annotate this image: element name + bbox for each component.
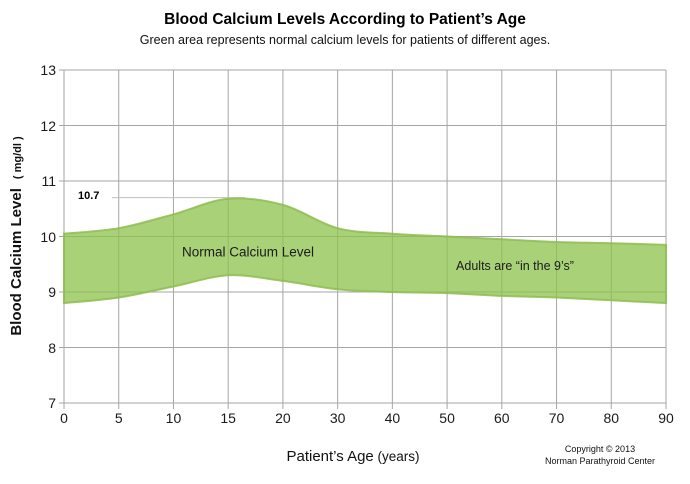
y-tick-label: 13 — [40, 62, 56, 78]
x-tick-label: 90 — [658, 410, 674, 426]
copyright-line2: Norman Parathyroid Center — [544, 456, 656, 466]
x-axis-title-unit: (years) — [373, 449, 420, 464]
chart-title: Blood Calcium Levels According to Patien… — [164, 11, 526, 28]
normal-calcium-annotation: Normal Calcium Level — [181, 244, 315, 260]
x-tick-label: 20 — [275, 410, 291, 426]
chart-subtitle: Green area represents normal calcium lev… — [139, 33, 551, 47]
normal-range-band — [63, 197, 667, 305]
copyright-line1: Copyright © 2013 — [564, 444, 636, 454]
adults-annotation: Adults are “in the 9’s” — [456, 259, 574, 273]
x-axis-title: Patient’s Age (years) — [286, 448, 419, 466]
y-tick-label: 11 — [41, 173, 56, 189]
x-tick-label: 60 — [494, 410, 510, 426]
peak-value-annotation: 10.7 — [78, 190, 100, 202]
x-tick-label: 0 — [60, 410, 68, 426]
x-tick-label: 10 — [165, 410, 182, 426]
y-axis-title-main: Blood Calcium Level — [8, 188, 25, 336]
x-tick-label: 5 — [114, 410, 123, 426]
x-tick-label: 15 — [220, 410, 236, 426]
x-axis-title-main: Patient’s Age — [286, 448, 374, 465]
x-tick-label: 70 — [548, 410, 565, 426]
y-axis-title-unit: ( mg/dl ) — [12, 136, 24, 180]
x-tick-label: 30 — [329, 410, 346, 426]
x-tick-label: 40 — [384, 410, 401, 426]
y-axis-title: Blood Calcium Level ( mg/dl ) — [8, 136, 26, 335]
x-tick-label: 50 — [439, 410, 455, 426]
y-tick-label: 8 — [48, 339, 56, 356]
y-tick-label: 10 — [40, 228, 56, 245]
copyright-notice: Copyright © 2013 Norman Parathyroid Cent… — [519, 443, 681, 467]
x-tick-label: 80 — [603, 410, 620, 426]
y-tick-label: 9 — [48, 284, 56, 300]
y-tick-label: 12 — [40, 117, 56, 134]
y-tick-label: 7 — [48, 395, 56, 411]
